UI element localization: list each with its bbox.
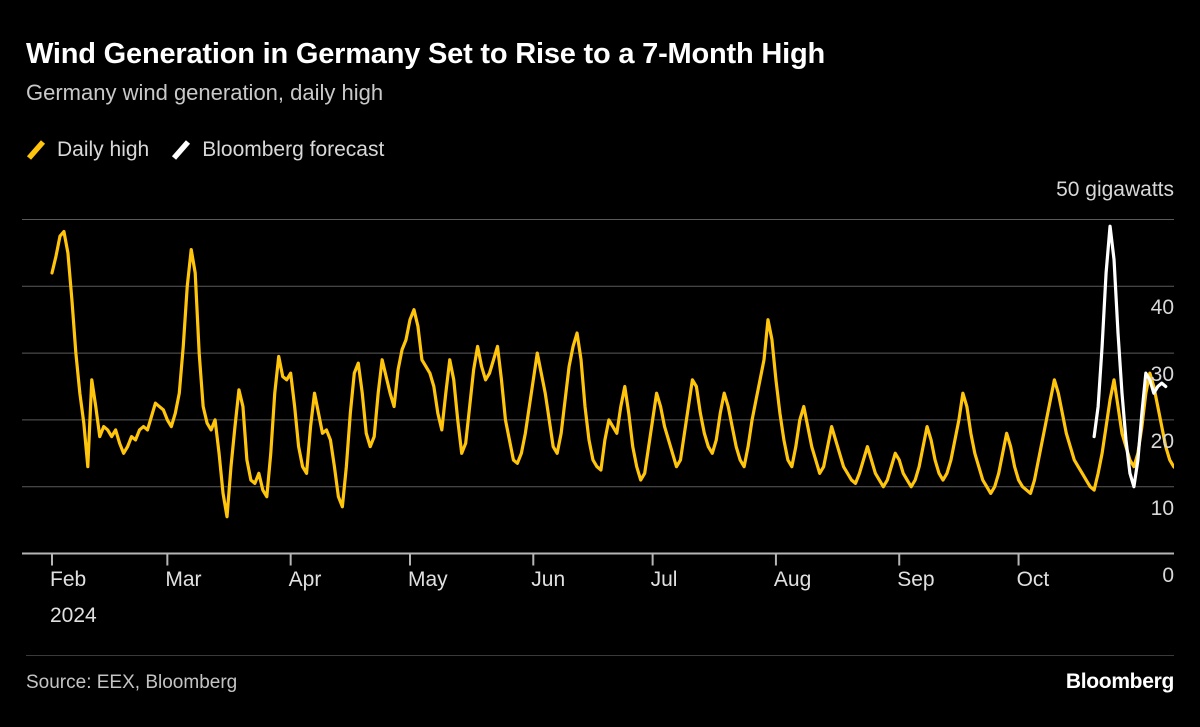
source-note: Source: EEX, Bloomberg xyxy=(26,672,238,693)
slash-marker-icon xyxy=(26,140,46,160)
y-axis-tick-10: 10 xyxy=(1150,496,1174,520)
slash-marker-icon xyxy=(172,140,191,160)
y-axis-unit-label: 50 gigawatts xyxy=(1056,178,1174,201)
chart-legend: Daily high Bloomberg forecast xyxy=(26,138,384,162)
series-line-daily-high xyxy=(50,229,1174,519)
y-axis-tick-0: 0 xyxy=(1162,563,1174,587)
x-axis-tick-oct: Oct xyxy=(1016,568,1050,591)
bloomberg-logo: Bloomberg xyxy=(1065,670,1174,693)
x-axis-tick-jul: Jul xyxy=(650,568,678,591)
legend-label-bloomberg-forecast: Bloomberg forecast xyxy=(202,138,385,161)
x-axis-tick-aug: Aug xyxy=(773,568,812,591)
x-axis-tick-jun: Jun xyxy=(531,568,566,591)
y-axis-tick-40: 40 xyxy=(1150,296,1174,320)
x-axis-tick-feb: Feb xyxy=(50,568,87,591)
footer-divider xyxy=(26,655,1174,656)
legend-item-bloomberg-forecast[interactable]: Bloomberg forecast xyxy=(171,138,384,162)
page-subtitle: Germany wind generation, daily high xyxy=(26,80,384,105)
legend-item-daily-high[interactable]: Daily high xyxy=(26,138,149,162)
x-axis-tick-mar: Mar xyxy=(165,568,202,591)
page-title: Wind Generation in Germany Set to Rise t… xyxy=(26,38,825,70)
y-axis-tick-30: 30 xyxy=(1150,363,1174,387)
x-axis-tick-sep: Sep xyxy=(897,568,935,591)
legend-label-daily-high: Daily high xyxy=(57,138,150,161)
series-line-bloomberg-forecast xyxy=(1092,224,1168,489)
x-axis-tick-apr: Apr xyxy=(288,568,322,591)
x-axis-tick-may: May xyxy=(407,568,448,591)
y-axis-tick-20: 20 xyxy=(1150,429,1174,453)
x-axis-year-label: 2024 xyxy=(50,604,97,627)
